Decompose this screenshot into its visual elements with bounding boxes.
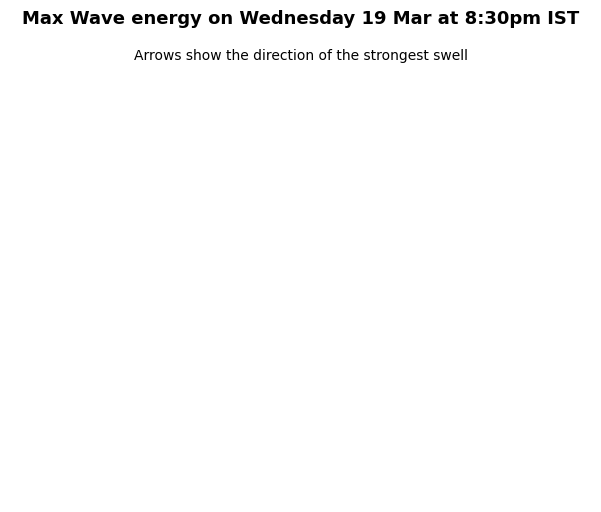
Text: Arrows show the direction of the strongest swell: Arrows show the direction of the stronge… (133, 49, 468, 62)
Text: Max Wave energy on Wednesday 19 Mar at 8:30pm IST: Max Wave energy on Wednesday 19 Mar at 8… (22, 10, 579, 28)
